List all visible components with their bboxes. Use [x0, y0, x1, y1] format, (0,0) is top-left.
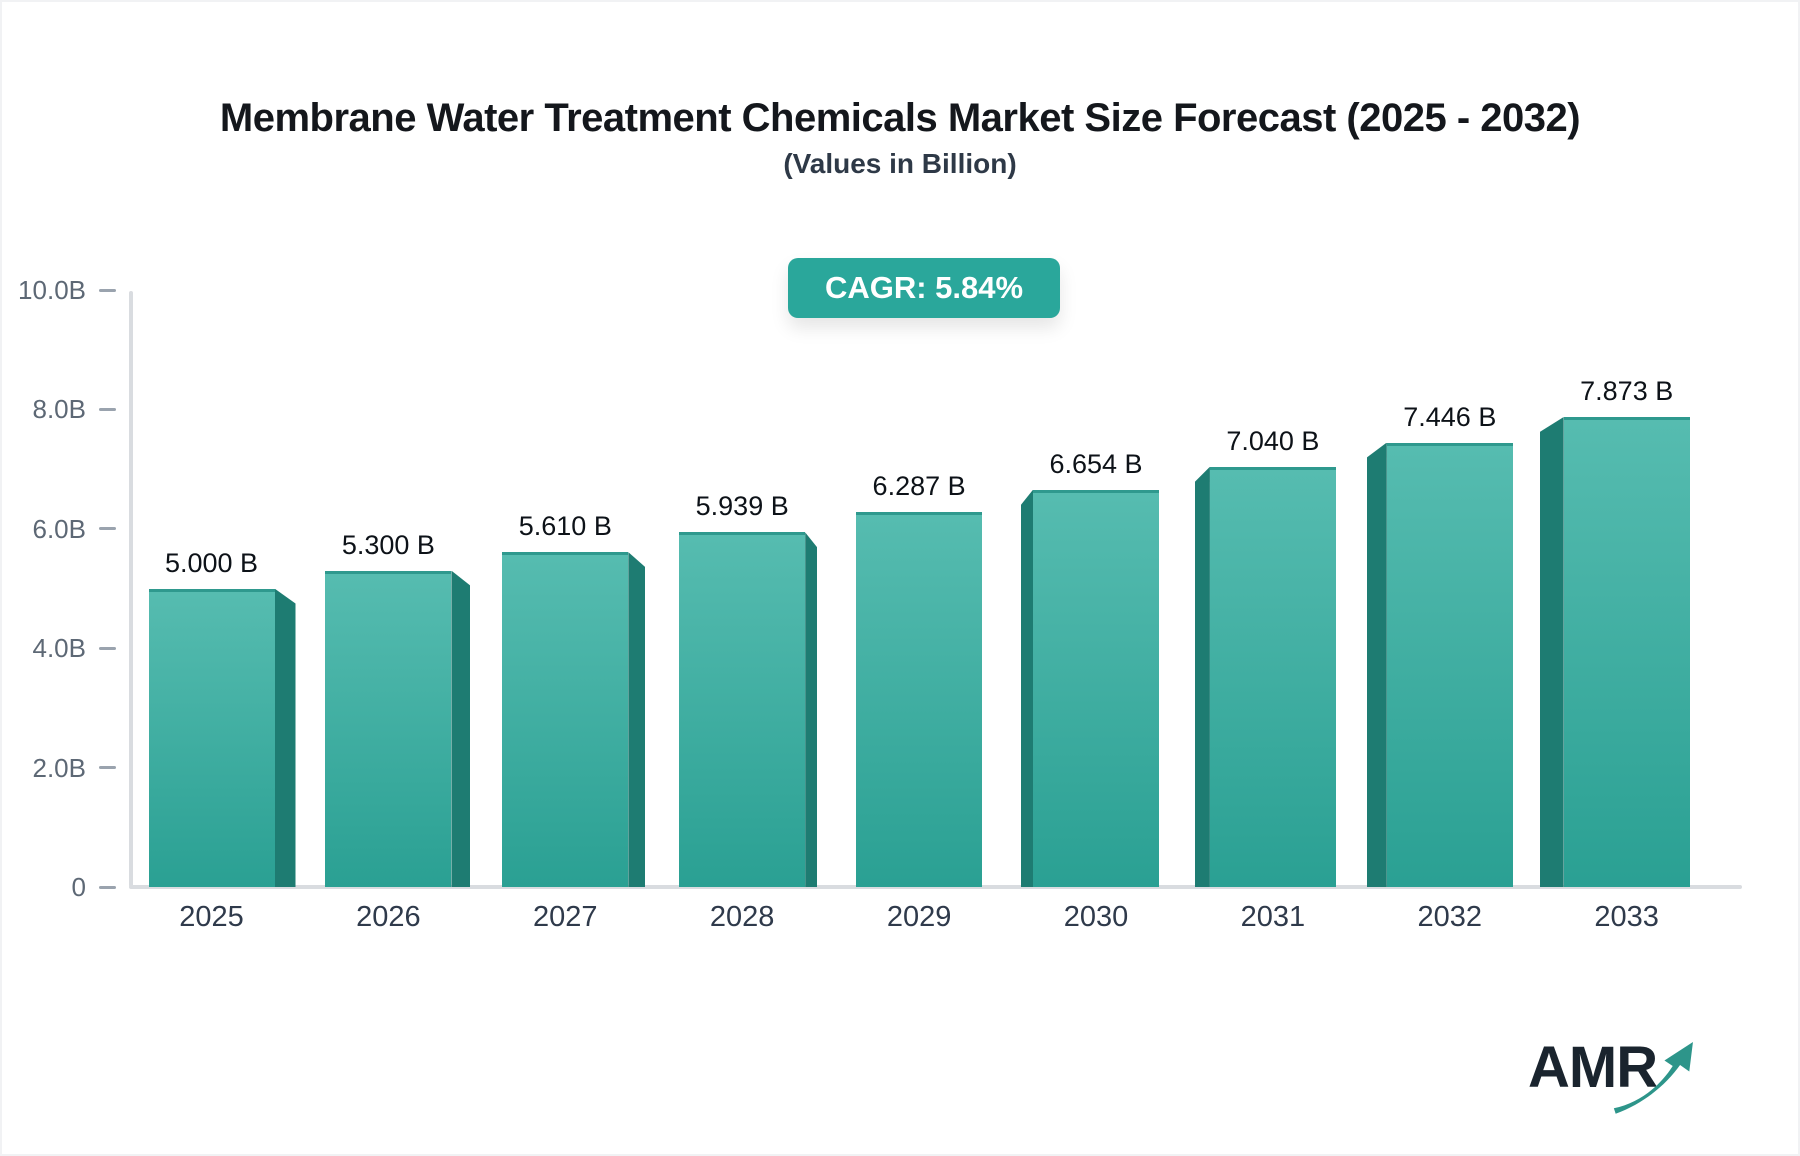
bar-face-2025 — [148, 588, 275, 887]
y-axis-tick-label: 10.0B — [18, 275, 86, 305]
y-axis-tick-label: 6.0B — [32, 513, 87, 544]
bar-side-2028 — [805, 532, 818, 887]
y-axis-tick — [99, 766, 116, 770]
bar-face-2031 — [1209, 466, 1336, 887]
y-axis-line — [129, 291, 133, 887]
growth-arrow-icon — [1613, 1042, 1693, 1114]
x-axis-label-2028: 2028 — [709, 901, 775, 933]
y-axis-tick — [99, 527, 116, 531]
bar-side-2031 — [1194, 466, 1210, 887]
page-title: Membrane Water Treatment Chemicals Marke… — [219, 96, 1581, 140]
y-axis-tick — [99, 646, 116, 650]
x-axis-label-2032: 2032 — [1417, 901, 1483, 933]
bar-value-label-2028: 5.939 B — [695, 491, 789, 522]
amr-logo: AMR — [1528, 1030, 1728, 1120]
x-axis-label-2030: 2030 — [1063, 901, 1129, 933]
bar-value-label-2026: 5.300 B — [341, 529, 435, 560]
x-axis-label-2026: 2026 — [356, 901, 421, 933]
x-axis-label-2033: 2033 — [1594, 901, 1659, 933]
bar-value-label-2030: 6.654 B — [1049, 448, 1143, 479]
y-axis-tick — [99, 288, 116, 292]
y-axis-tick-label: 8.0B — [32, 394, 87, 425]
bar-face-2029 — [856, 511, 983, 887]
bar-value-label-2031: 7.040 B — [1226, 425, 1320, 456]
bar-value-label-2029: 6.287 B — [872, 470, 966, 501]
bar-face-2028 — [679, 532, 806, 887]
y-axis-tick — [99, 407, 116, 411]
bar-face-2033 — [1563, 417, 1690, 887]
bar-value-label-2033: 7.873 B — [1580, 376, 1674, 406]
bar-face-2026 — [325, 570, 452, 887]
y-axis-tick — [99, 885, 116, 889]
x-axis-label-2031: 2031 — [1240, 901, 1306, 933]
bar-side-2032 — [1366, 442, 1387, 887]
page-subtitle: (Values in Billion) — [783, 148, 1017, 179]
bar-side-2026 — [451, 570, 471, 887]
bar-face-2030 — [1033, 489, 1159, 887]
bar-value-label-2032: 7.446 B — [1403, 401, 1497, 432]
bar-side-2025 — [274, 588, 296, 887]
bar-side-2030 — [1021, 489, 1033, 887]
amr-logo-text: AMR — [1528, 1035, 1658, 1100]
y-axis-tick-label: 4.0B — [32, 633, 87, 664]
x-axis-label-2029: 2029 — [886, 901, 952, 933]
bar-value-label-2027: 5.610 B — [518, 511, 612, 542]
y-axis-tick-label: 0 — [71, 872, 86, 902]
y-axis-tick-label: 2.0B — [32, 752, 87, 783]
bar-face-2027 — [502, 552, 629, 887]
x-axis-label-2025: 2025 — [179, 901, 244, 933]
bar-side-2033 — [1539, 417, 1564, 887]
cagr-badge: CAGR: 5.84% — [788, 258, 1060, 318]
bar-side-2027 — [628, 552, 646, 887]
bar-face-2032 — [1386, 442, 1513, 887]
x-axis-baseline — [129, 885, 1742, 889]
x-axis-label-2027: 2027 — [533, 901, 598, 933]
bar-value-label-2025: 5.000 B — [164, 547, 259, 578]
